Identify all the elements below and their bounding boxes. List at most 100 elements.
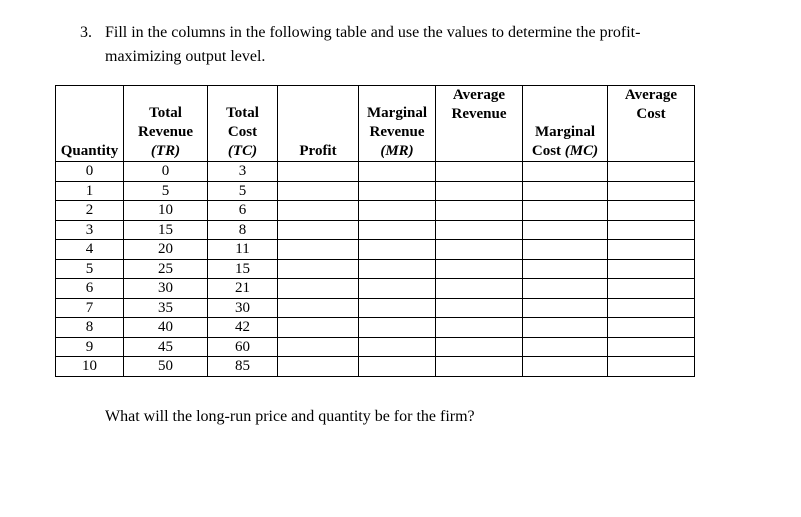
column-header-quantity: Quantity [55, 85, 124, 162]
cell-profit [277, 317, 359, 338]
table-row: 6 30 21 [55, 278, 695, 299]
cell-marginal-cost [522, 278, 608, 299]
header-abbreviation: (TC) [227, 143, 258, 159]
header-line: Average [452, 87, 506, 103]
cell-profit [277, 297, 359, 318]
table-row: 3 15 8 [55, 219, 695, 240]
cell-marginal-cost [522, 200, 608, 221]
header-line: Total [149, 105, 182, 121]
table-row: 8 40 42 [55, 317, 695, 338]
cell-total-revenue: 10 [123, 200, 208, 221]
header-line: Quantity [60, 143, 119, 159]
cell-profit [277, 278, 359, 299]
table-row: 5 25 15 [55, 258, 695, 279]
cell-quantity: 8 [55, 317, 124, 338]
problem-text-line1: Fill in the columns in the following tab… [105, 24, 641, 41]
cell-total-revenue: 5 [123, 180, 208, 201]
cell-total-revenue: 25 [123, 258, 208, 279]
header-line: Revenue [451, 106, 507, 122]
cell-average-revenue [435, 297, 523, 318]
cell-profit [277, 161, 359, 182]
header-line: Cost (MC) [531, 143, 599, 159]
cell-average-revenue [435, 317, 523, 338]
worksheet-table: Quantity Total Revenue (TR) Total Cost (… [55, 85, 695, 377]
cell-marginal-cost [522, 336, 608, 357]
header-line: Total [226, 105, 259, 121]
cell-average-cost [607, 161, 695, 182]
cell-average-cost [607, 317, 695, 338]
problem-number: 3. [80, 24, 92, 41]
cell-quantity: 10 [55, 356, 124, 377]
cell-total-cost: 8 [207, 219, 278, 240]
cell-marginal-cost [522, 161, 608, 182]
cell-quantity: 7 [55, 297, 124, 318]
header-line: Revenue [369, 124, 425, 140]
cell-marginal-revenue [358, 336, 436, 357]
cell-profit [277, 258, 359, 279]
cell-total-revenue: 40 [123, 317, 208, 338]
cell-marginal-revenue [358, 200, 436, 221]
cell-total-revenue: 30 [123, 278, 208, 299]
cell-total-revenue: 15 [123, 219, 208, 240]
cell-marginal-cost [522, 180, 608, 201]
cell-total-revenue: 50 [123, 356, 208, 377]
cell-total-cost: 85 [207, 356, 278, 377]
cell-marginal-cost [522, 239, 608, 260]
cell-average-revenue [435, 180, 523, 201]
cell-marginal-revenue [358, 258, 436, 279]
problem-text-line2: maximizing output level. [105, 48, 266, 65]
followup-question: What will the long-run price and quantit… [105, 408, 475, 425]
cell-total-cost: 60 [207, 336, 278, 357]
table-row: 4 20 11 [55, 239, 695, 260]
cell-average-cost [607, 278, 695, 299]
cell-total-cost: 3 [207, 161, 278, 182]
cell-marginal-revenue [358, 297, 436, 318]
table-row: 7 35 30 [55, 297, 695, 318]
column-header-total-revenue: Total Revenue (TR) [123, 85, 208, 162]
header-line: Profit [299, 143, 337, 159]
cell-average-revenue [435, 161, 523, 182]
cell-average-revenue [435, 239, 523, 260]
cell-profit [277, 180, 359, 201]
cell-average-revenue [435, 336, 523, 357]
cell-total-revenue: 0 [123, 161, 208, 182]
header-abbreviation: (TR) [150, 143, 181, 159]
column-header-marginal-revenue: Marginal Revenue (MR) [358, 85, 436, 162]
cell-average-cost [607, 356, 695, 377]
cell-total-revenue: 35 [123, 297, 208, 318]
cell-marginal-revenue [358, 317, 436, 338]
cell-total-cost: 21 [207, 278, 278, 299]
cell-marginal-revenue [358, 219, 436, 240]
cell-total-cost: 5 [207, 180, 278, 201]
cell-average-revenue [435, 278, 523, 299]
cell-profit [277, 336, 359, 357]
cell-quantity: 0 [55, 161, 124, 182]
cell-average-cost [607, 336, 695, 357]
problem-statement: 3. Fill in the columns in the following … [80, 21, 705, 69]
cell-quantity: 1 [55, 180, 124, 201]
header-row: Quantity Total Revenue (TR) Total Cost (… [55, 85, 695, 162]
cell-quantity: 5 [55, 258, 124, 279]
cell-total-cost: 6 [207, 200, 278, 221]
header-line: Cost [227, 124, 258, 140]
cell-quantity: 6 [55, 278, 124, 299]
column-header-marginal-cost: Marginal Cost (MC) [522, 85, 608, 162]
cell-total-cost: 30 [207, 297, 278, 318]
cell-marginal-revenue [358, 180, 436, 201]
cell-profit [277, 239, 359, 260]
cell-marginal-cost [522, 219, 608, 240]
header-abbreviation: (MR) [380, 143, 414, 159]
problem-text: Fill in the columns in the following tab… [105, 21, 705, 69]
header-abbreviation: (MC) [564, 143, 599, 159]
cell-marginal-cost [522, 317, 608, 338]
header-line: Marginal [535, 124, 595, 140]
cell-average-cost [607, 297, 695, 318]
table-row: 10 50 85 [55, 356, 695, 377]
cell-quantity: 3 [55, 219, 124, 240]
cell-quantity: 2 [55, 200, 124, 221]
cell-marginal-cost [522, 258, 608, 279]
header-line: Cost [636, 106, 666, 122]
column-header-total-cost: Total Cost (TC) [207, 85, 278, 162]
table-row: 9 45 60 [55, 336, 695, 357]
cell-marginal-revenue [358, 356, 436, 377]
